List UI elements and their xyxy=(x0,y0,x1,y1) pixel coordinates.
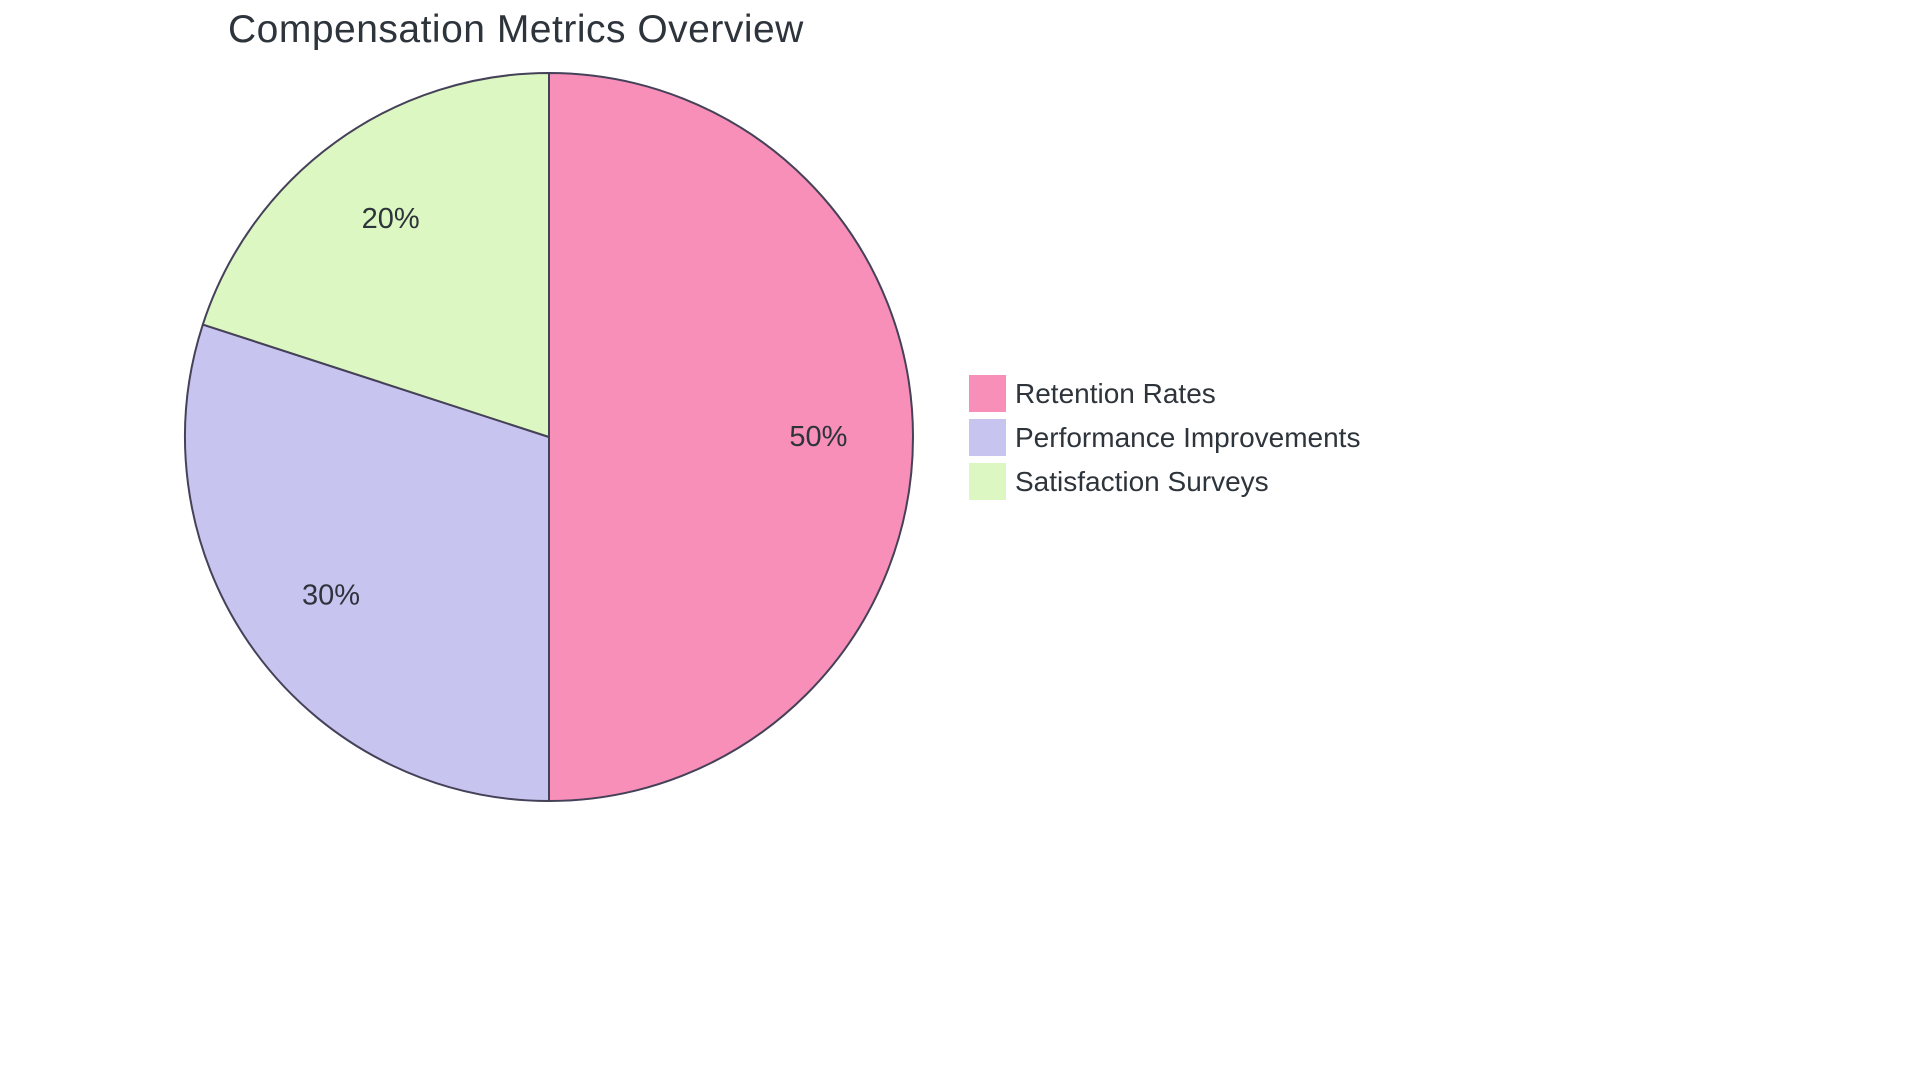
legend-item-performance-improvements[interactable]: Performance Improvements xyxy=(969,419,1360,456)
legend-label: Satisfaction Surveys xyxy=(1015,465,1269,497)
slice-value-label: 50% xyxy=(789,421,847,453)
pie-slice-performance-improvements[interactable] xyxy=(184,323,550,802)
pie-slice-satisfaction-surveys[interactable] xyxy=(201,72,550,438)
legend-label: Performance Improvements xyxy=(1015,421,1361,453)
slice-value-label: 30% xyxy=(302,579,360,611)
legend-swatch xyxy=(969,375,1006,412)
legend-swatch xyxy=(969,463,1006,500)
legend-item-satisfaction-surveys[interactable]: Satisfaction Surveys xyxy=(969,463,1360,500)
chart-legend: Retention Rates Performance Improvements… xyxy=(969,375,1360,500)
pie-slice-retention-rates[interactable] xyxy=(548,72,914,802)
chart-title: Compensation Metrics Overview xyxy=(228,8,804,51)
legend-item-retention-rates[interactable]: Retention Rates xyxy=(969,375,1360,412)
slice-value-label: 20% xyxy=(362,203,420,235)
legend-swatch xyxy=(969,419,1006,456)
legend-label: Retention Rates xyxy=(1015,377,1216,409)
